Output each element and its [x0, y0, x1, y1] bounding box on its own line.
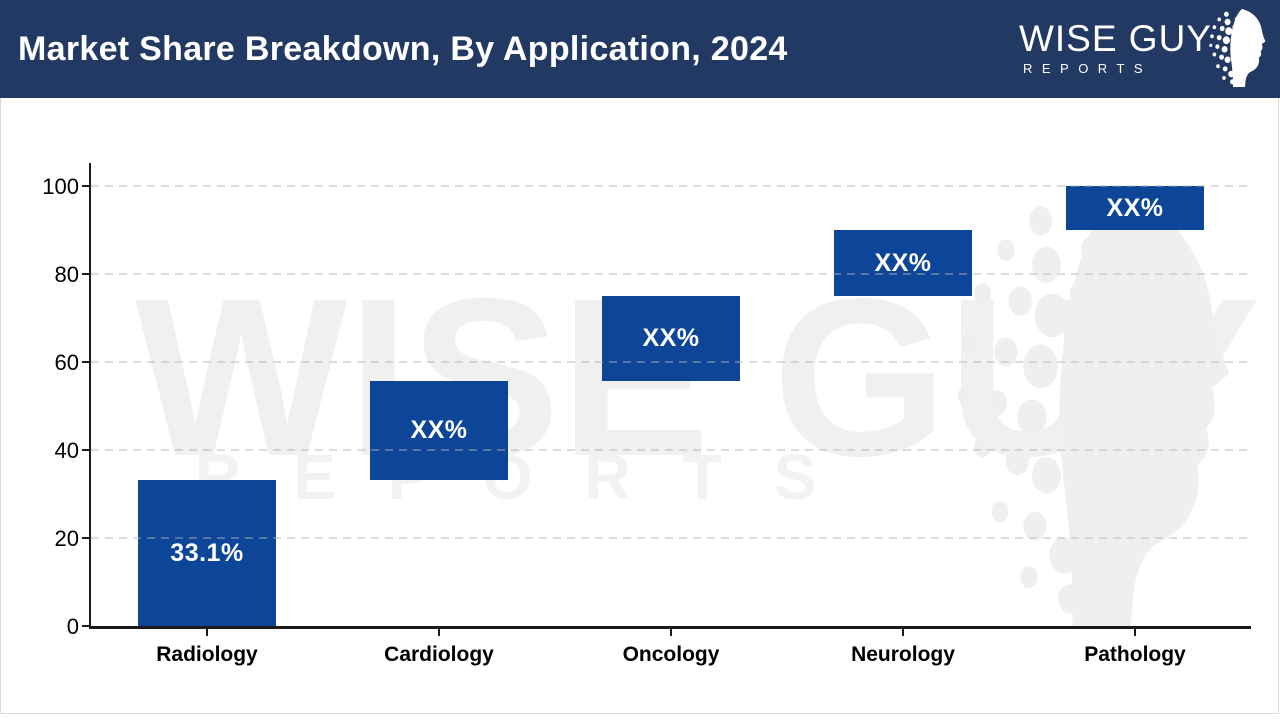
bar-oncology: XX%	[602, 296, 740, 382]
x-axis-label-cardiology: Cardiology	[384, 643, 494, 666]
wiseguy-logo: WISE GUY REPORTS	[1019, 9, 1266, 87]
plot-area: 0 20 40 60 80 100 33.1% Radiology XX% Cardiology X…	[42, 163, 1251, 666]
x-axis-label-neurology: Neurology	[851, 643, 955, 666]
y-tick-label: 100	[42, 173, 79, 199]
x-tick-mark	[206, 629, 208, 636]
logo-text: WISE GUY REPORTS	[1019, 20, 1212, 76]
bar-radiology: 33.1%	[138, 480, 276, 626]
logo-subtitle: REPORTS	[1022, 61, 1153, 76]
bar-value-label: XX%	[642, 324, 700, 353]
y-tick-label: 0	[66, 613, 79, 639]
x-axis-label-oncology: Oncology	[622, 643, 720, 666]
y-tick-label: 20	[54, 525, 79, 551]
x-tick-mark	[902, 629, 904, 636]
y-tick-mark	[82, 537, 89, 539]
gridline-y-40	[91, 449, 1251, 451]
x-axis-label-pathology: Pathology	[1084, 643, 1186, 666]
bar-cardiology: XX%	[370, 381, 508, 481]
bar-value-label: XX%	[1106, 193, 1164, 222]
gridline-y-60	[91, 361, 1251, 363]
x-tick-mark	[1134, 629, 1136, 636]
y-tick-label: 80	[54, 261, 79, 287]
gridline-y-80	[91, 273, 1251, 275]
gridline-y-100	[91, 185, 1251, 187]
y-tick-label: 60	[54, 349, 79, 375]
y-tick-mark	[82, 185, 89, 187]
bar-value-label: XX%	[410, 416, 468, 445]
gridline-y-20	[91, 537, 1251, 539]
y-tick-mark	[82, 449, 89, 451]
chart-title: Market Share Breakdown, By Application, …	[18, 29, 788, 68]
logo-face-icon	[1209, 9, 1266, 87]
bar-pathology: XX%	[1066, 186, 1204, 230]
y-tick-mark	[82, 361, 89, 363]
bar-value-label: XX%	[874, 248, 932, 277]
logo-wordmark: WISE GUY	[1018, 18, 1212, 59]
y-tick-label: 40	[54, 437, 79, 463]
x-tick-mark	[670, 629, 672, 636]
x-axis-label-radiology: Radiology	[156, 643, 258, 666]
header: Market Share Breakdown, By Application, …	[0, 0, 1280, 98]
y-tick-mark	[82, 273, 89, 275]
x-tick-mark	[438, 629, 440, 636]
y-tick-mark	[82, 625, 89, 627]
bar-value-label: 33.1%	[170, 538, 244, 567]
bar-neurology: XX%	[834, 230, 972, 296]
